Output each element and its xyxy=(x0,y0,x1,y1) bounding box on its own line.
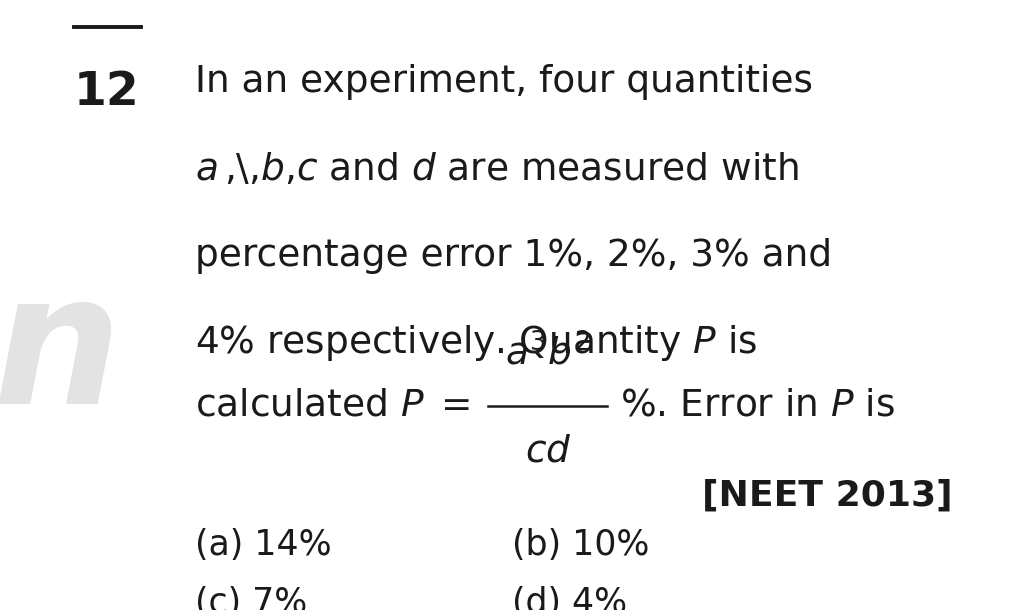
Text: In an experiment, four quantities: In an experiment, four quantities xyxy=(195,64,813,100)
Text: $a^3b^2$: $a^3b^2$ xyxy=(505,334,591,373)
Text: 12: 12 xyxy=(74,70,139,115)
Text: $a\,$,\,$b$,$c$ and $d$ are measured with: $a\,$,\,$b$,$c$ and $d$ are measured wit… xyxy=(195,152,799,188)
Text: $cd$: $cd$ xyxy=(524,433,571,470)
Text: calculated $P\,$ =: calculated $P\,$ = xyxy=(195,387,470,424)
Text: [NEET 2013]: [NEET 2013] xyxy=(701,479,952,513)
Text: (d) 4%: (d) 4% xyxy=(512,586,627,610)
Text: n: n xyxy=(0,266,121,442)
Text: percentage error 1%, 2%, 3% and: percentage error 1%, 2%, 3% and xyxy=(195,238,831,274)
Text: (c) 7%: (c) 7% xyxy=(195,586,307,610)
Text: %. Error in $P$ is: %. Error in $P$ is xyxy=(620,387,895,424)
Text: (a) 14%: (a) 14% xyxy=(195,528,331,562)
Text: (b) 10%: (b) 10% xyxy=(512,528,649,562)
Text: 4% respectively. Quantity $P$ is: 4% respectively. Quantity $P$ is xyxy=(195,323,757,364)
